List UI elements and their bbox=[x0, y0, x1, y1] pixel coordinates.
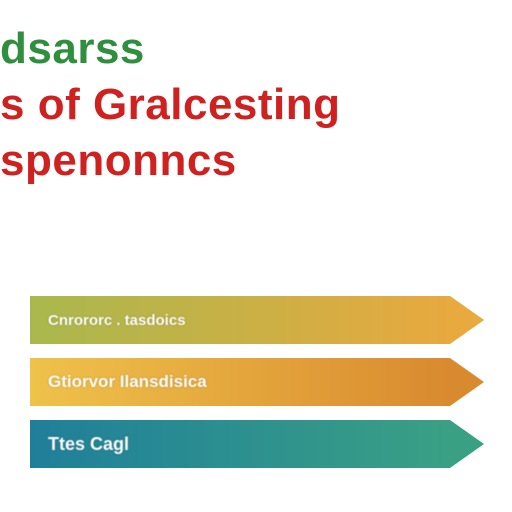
title-block: dsarss s of Gralcesting spenonncs bbox=[0, 24, 512, 186]
arrow-shaft: Ttes Cagl bbox=[30, 420, 450, 468]
arrow-shaft: Gtiorvor Ilansdisica bbox=[30, 358, 450, 406]
title-line-2: s of Gralcesting bbox=[0, 80, 512, 130]
arrow-label: Cnrororc . tasdoics bbox=[48, 312, 186, 329]
arrow-row: Ttes Cagl bbox=[30, 420, 500, 468]
arrow-shaft: Cnrororc . tasdoics bbox=[30, 296, 450, 344]
arrow-head-icon bbox=[450, 296, 484, 344]
arrow-row: Gtiorvor Ilansdisica bbox=[30, 358, 500, 406]
arrow-label: Gtiorvor Ilansdisica bbox=[48, 372, 207, 392]
arrow-head-icon bbox=[450, 358, 484, 406]
title-line-3: spenonncs bbox=[0, 136, 512, 186]
title-line-1: dsarss bbox=[0, 24, 512, 74]
arrow-label: Ttes Cagl bbox=[48, 434, 129, 455]
arrow-head-icon bbox=[450, 420, 484, 468]
arrows-block: Cnrororc . tasdoics Gtiorvor Ilansdisica… bbox=[30, 296, 500, 482]
arrow-row: Cnrororc . tasdoics bbox=[30, 296, 500, 344]
